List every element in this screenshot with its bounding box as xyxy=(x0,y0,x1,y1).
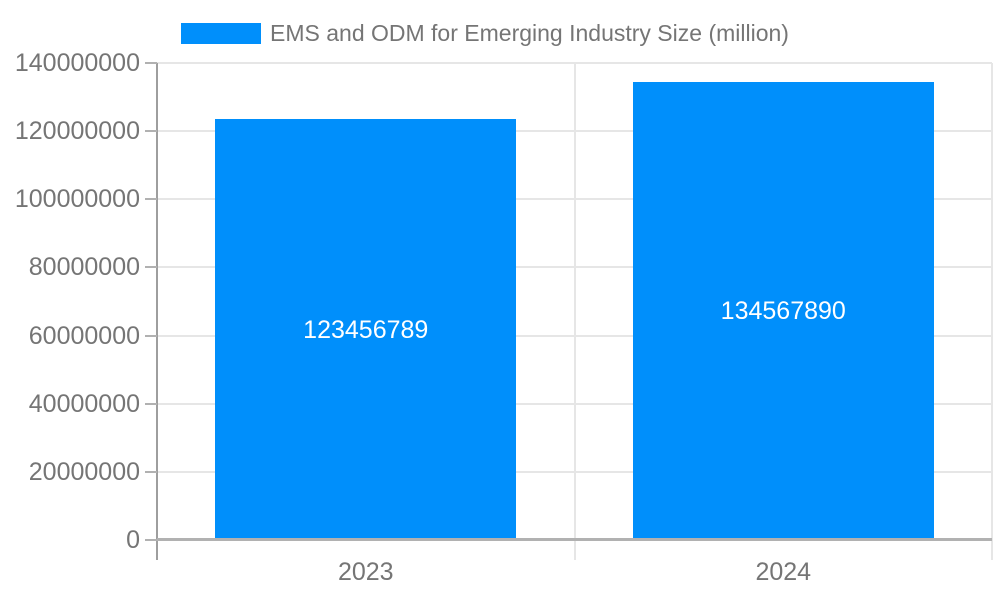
y-tick xyxy=(145,539,157,541)
legend-swatch xyxy=(181,22,261,44)
bar-value-label: 134567890 xyxy=(720,296,846,325)
y-tick-label: 100000000 xyxy=(14,185,140,214)
bar-value-label: 123456789 xyxy=(303,315,429,344)
x-tick-label-2024: 2024 xyxy=(755,558,812,586)
y-tick-label: 20000000 xyxy=(28,457,140,486)
y-tick-label: 120000000 xyxy=(14,117,140,146)
x-tick-label-2023: 2023 xyxy=(337,558,394,586)
bar-2023 xyxy=(215,119,517,540)
y-axis-line xyxy=(156,63,158,560)
y-tick xyxy=(145,402,157,405)
legend: EMS and ODM for Emerging Industry Size (… xyxy=(181,20,789,46)
bar-2024 xyxy=(632,81,934,540)
y-tick-label: 60000000 xyxy=(28,321,140,350)
plot-area: 123456789 134567890 xyxy=(145,62,993,560)
y-tick xyxy=(145,198,157,201)
chart-title: EMS and ODM for Emerging Industry Size (… xyxy=(270,20,789,46)
y-tick-label: 80000000 xyxy=(28,253,140,282)
y-tick xyxy=(145,470,157,473)
y-tick-label: 140000000 xyxy=(14,49,140,77)
v-gridline xyxy=(991,63,993,560)
y-tick-label: 0 xyxy=(126,526,140,554)
v-gridline xyxy=(573,63,576,560)
y-tick-label: 40000000 xyxy=(28,389,140,418)
y-tick xyxy=(145,62,157,64)
x-axis-baseline xyxy=(157,538,992,541)
y-tick xyxy=(145,130,157,133)
y-tick xyxy=(145,266,157,269)
y-tick xyxy=(145,334,157,337)
